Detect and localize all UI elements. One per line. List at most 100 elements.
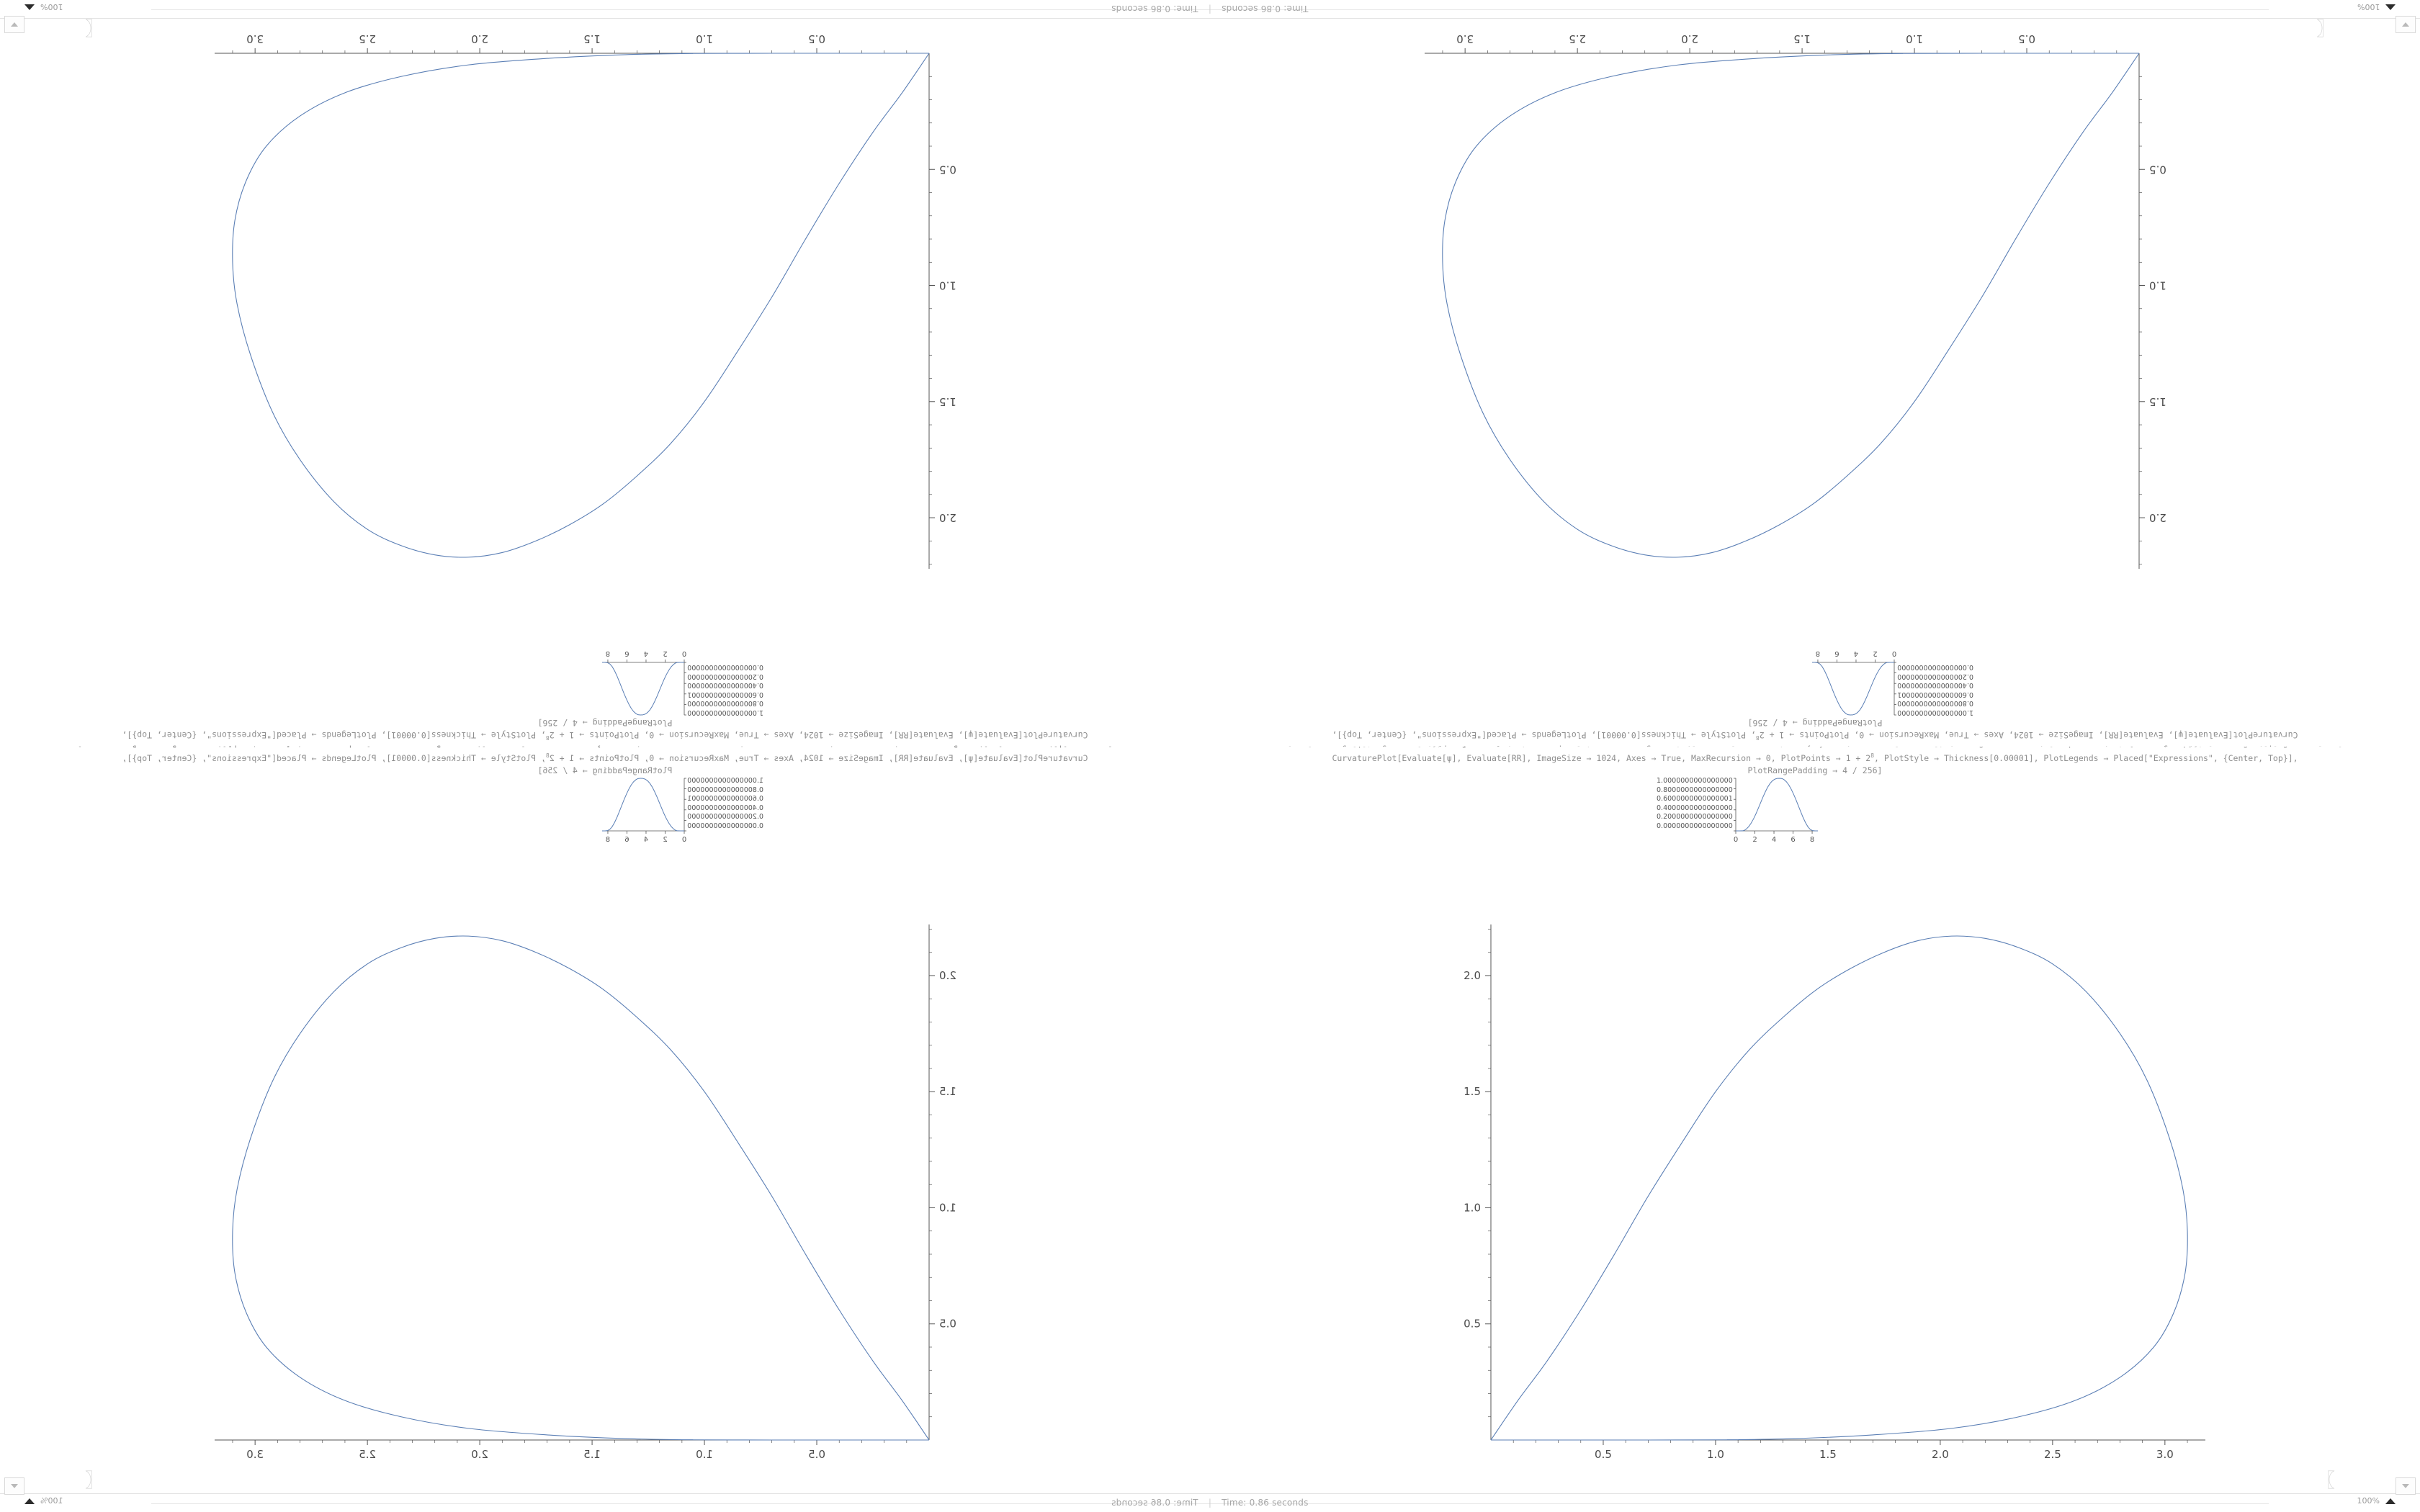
svg-text:6: 6 [1791, 836, 1795, 844]
code-line[interactable]: CurvaturePlot[Evaluate[ψ], Evaluate[RR],… [1332, 730, 2298, 742]
svg-text:4: 4 [1772, 836, 1776, 844]
svg-text:2: 2 [1873, 649, 1878, 657]
svg-text:0.5: 0.5 [2018, 32, 2035, 45]
legend-y-tick-label: 0.6000000000000001 [687, 795, 763, 803]
notebook-input-code[interactable]: Δ = 242;ψ = Abs[FabiusF[x / Pi * (360 / … [0, 747, 1210, 777]
svg-text:3.0: 3.0 [1456, 32, 1474, 45]
svg-text:0: 0 [682, 649, 686, 657]
legend-y-tick-label: 0.0000000000000000 [687, 663, 763, 672]
code-line[interactable]: PlotRangePadding → 4 / 256] [537, 718, 673, 729]
notebook-input-code[interactable]: Δ = 242;ψ = Abs[FabiusF[x / Pi * (360 / … [1210, 747, 2420, 777]
plot-legend: 1.0000000000000000 0.8000000000000000 0.60… [599, 649, 763, 718]
svg-text:6: 6 [1834, 649, 1839, 657]
status-time-mirrored: Time: 0.86 seconds [1111, 1498, 1198, 1508]
svg-text:0.5: 0.5 [939, 163, 956, 176]
legend-y-tick-label: 0.0000000000000000 [687, 822, 763, 830]
svg-text:0: 0 [1892, 649, 1896, 657]
cell-content: 1.00000000000000000.80000000000000000.60… [0, 747, 1210, 1484]
legend-y-tick-label: 0.4000000000000000 [687, 804, 763, 812]
code-line[interactable]: PlotRangePadding → 4 / 256] [1747, 718, 1883, 729]
svg-text:1.0: 1.0 [939, 1201, 956, 1214]
svg-text:1.0: 1.0 [1464, 1201, 1481, 1214]
svg-text:0.5: 0.5 [1595, 1448, 1612, 1461]
curvature-plot: 0.5 1.0 1.5 2.0 2.5 3.0 0.5 1.0 1.5 2.0 [202, 909, 994, 1470]
svg-text:2.5: 2.5 [359, 32, 376, 45]
status-separator: | [1208, 1498, 1212, 1508]
legend-y-tick-label: 0.2000000000000000 [687, 813, 763, 821]
legend-y-tick-labels: 1.0000000000000000 0.8000000000000000 0.60… [687, 775, 763, 831]
svg-text:1.0: 1.0 [1707, 1448, 1724, 1461]
svg-text:2.5: 2.5 [359, 1448, 376, 1461]
triangle-down-icon [2402, 1484, 2409, 1488]
svg-text:1.5: 1.5 [1464, 1085, 1481, 1098]
svg-text:1.5: 1.5 [939, 395, 956, 408]
zoom-control-bottom-left[interactable]: 100% [24, 1496, 63, 1506]
svg-text:1.5: 1.5 [939, 1085, 956, 1098]
curvature-plot: 0.5 1.0 1.5 2.0 2.5 3.0 0.5 1.0 1.5 2.0 [1426, 909, 2218, 1470]
chevron-up-icon[interactable] [2385, 1498, 2396, 1504]
zoom-control-top-left[interactable]: 100% [24, 2, 63, 12]
cell-content: 1.00000000000000000.80000000000000000.60… [1210, 747, 2420, 1484]
bottom-status-bar: 100% 100% Time: 0.86 seconds | Time: 0.8… [0, 1493, 2420, 1512]
svg-text:8: 8 [1810, 836, 1814, 844]
scroll-nub-top-right[interactable] [2396, 16, 2416, 33]
notebook-quadrant-bottom-right: 1.00000000000000000.80000000000000000.60… [1210, 747, 2420, 1484]
legend-y-tick-label: 1.0000000000000000 [687, 777, 763, 785]
svg-text:4: 4 [644, 649, 648, 657]
svg-text:3.0: 3.0 [2156, 1448, 2174, 1461]
code-line[interactable]: CurvaturePlot[Evaluate[ψ], Evaluate[RR],… [1332, 752, 2298, 763]
legend-mini-plot: 0 2 4 6 8 [1734, 778, 1818, 844]
svg-text:1.0: 1.0 [2149, 279, 2166, 292]
svg-text:0.5: 0.5 [808, 32, 825, 45]
legend-y-tick-label: 0.4000000000000000 [1657, 804, 1733, 812]
cell-bracket-bottom-right[interactable]: 〖 [2316, 1470, 2335, 1492]
bottom-bar-rule [151, 1503, 2269, 1504]
svg-text:2: 2 [663, 836, 668, 844]
svg-text:8: 8 [1816, 649, 1820, 657]
svg-text:2: 2 [663, 649, 668, 657]
triangle-down-icon [11, 1484, 18, 1488]
zoom-control-bottom-right[interactable]: 100% [2357, 1496, 2396, 1506]
svg-text:0.5: 0.5 [939, 1318, 956, 1331]
scroll-nub-top-left[interactable] [4, 16, 24, 33]
scroll-nub-bottom-left[interactable] [4, 1477, 24, 1495]
svg-text:1.5: 1.5 [1819, 1448, 1837, 1461]
svg-text:1.0: 1.0 [1906, 32, 1923, 45]
svg-text:2.0: 2.0 [939, 511, 956, 524]
chevron-down-icon[interactable] [24, 4, 35, 10]
code-line[interactable]: PlotRangePadding → 4 / 256] [1747, 765, 1883, 775]
svg-text:2.0: 2.0 [1932, 1448, 1949, 1461]
svg-text:1.5: 1.5 [2149, 395, 2166, 408]
top-status-bar: 100% 100% Time: 0.86 seconds | Time: 0.8… [0, 0, 2420, 19]
svg-text:8: 8 [606, 836, 610, 844]
code-line[interactable]: CurvaturePlot[Evaluate[ψ], Evaluate[RR],… [122, 752, 1088, 763]
code-line[interactable]: CurvaturePlot[Evaluate[ψ], Evaluate[RR],… [122, 730, 1088, 742]
svg-text:0.5: 0.5 [1464, 1318, 1481, 1331]
top-status-text: Time: 0.86 seconds | Time: 0.86 seconds [0, 4, 2420, 14]
triangle-up-icon [11, 22, 18, 27]
legend-y-tick-label: 0.8000000000000000 [1897, 699, 1973, 708]
svg-text:0: 0 [682, 836, 686, 844]
scroll-nub-bottom-right[interactable] [2396, 1477, 2416, 1495]
chevron-up-icon[interactable] [24, 1498, 35, 1504]
svg-text:1.0: 1.0 [696, 1448, 713, 1461]
notebook-input-code[interactable]: Δ = 242;ψ = Abs[FabiusF[x / Pi * (360 / … [0, 716, 1210, 747]
code-line[interactable]: Plot[Evaluate[ψ], Evaluate[RR], ImageSiz… [1210, 747, 2420, 750]
curvature-plot: 0.5 1.0 1.5 2.0 2.5 3.0 0.5 1.0 1.5 2.0 [1412, 23, 2204, 585]
zoom-level-label-bottom-right: 100% [2357, 1496, 2380, 1506]
legend-y-tick-label: 0.6000000000000001 [1897, 690, 1973, 698]
svg-text:1.5: 1.5 [1793, 32, 1811, 45]
legend-mini-plot: 0 2 4 6 8 [602, 649, 686, 716]
notebook-quadrant-bottom-left: 1.00000000000000000.80000000000000000.60… [0, 747, 1210, 1484]
legend-y-tick-label: 0.2000000000000000 [1897, 672, 1973, 680]
legend-y-tick-label: 0.8000000000000000 [687, 699, 763, 708]
notebook-input-code[interactable]: Δ = 242;ψ = Abs[FabiusF[x / Pi * (360 / … [1210, 716, 2420, 747]
svg-text:0.5: 0.5 [2149, 163, 2166, 176]
cell-content: 1.00000000000000000.80000000000000000.60… [1210, 9, 2420, 747]
chevron-down-icon[interactable] [2385, 4, 2396, 10]
triangle-up-icon [2402, 22, 2409, 27]
zoom-control-top-right[interactable]: 100% [2357, 2, 2396, 12]
legend-y-tick-label: 0.0000000000000000 [1657, 822, 1733, 830]
svg-text:1.5: 1.5 [583, 1448, 601, 1461]
legend-mini-plot: 0 2 4 6 8 [1812, 649, 1896, 716]
